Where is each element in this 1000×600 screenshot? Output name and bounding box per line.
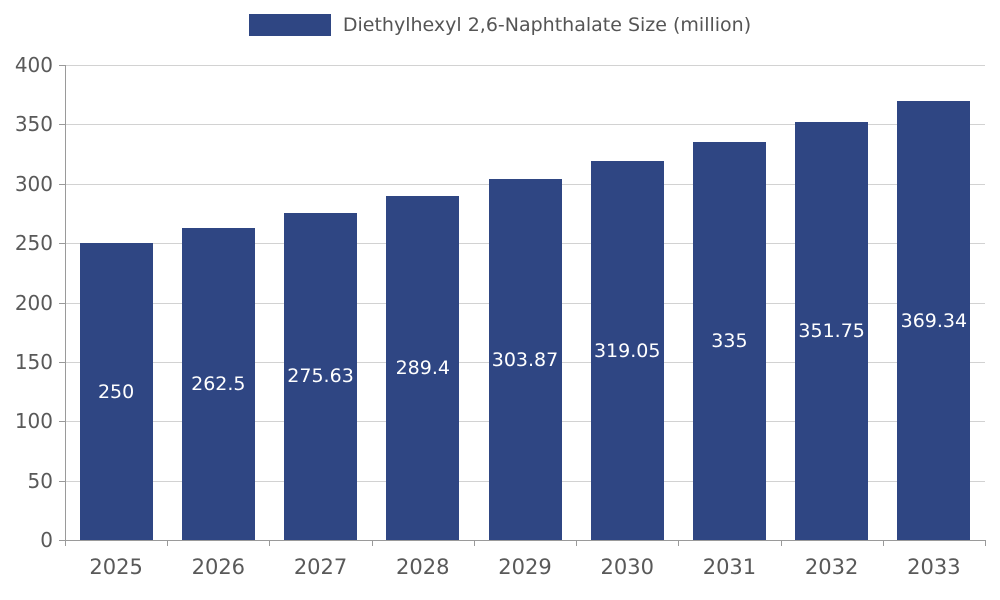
bar: [79, 243, 153, 540]
x-tick-mark: [882, 540, 884, 546]
x-tick-mark: [65, 540, 66, 546]
bar: [284, 212, 358, 540]
y-tick-mark: [59, 361, 65, 363]
y-tick-mark: [59, 302, 65, 304]
y-tick-label: 150: [14, 349, 53, 374]
bar-value-label: 262.5: [191, 373, 246, 396]
x-tick-label: 2033: [907, 555, 961, 579]
y-tick-mark: [59, 65, 65, 66]
legend-swatch: [248, 14, 331, 36]
bar: [795, 122, 869, 540]
bar: [590, 161, 664, 540]
x-tick-mark: [678, 540, 680, 546]
y-tick-mark: [59, 243, 65, 245]
x-axis-line: [65, 540, 985, 541]
y-tick-mark: [59, 183, 65, 185]
x-tick-label: 2029: [498, 555, 552, 579]
bar-value-label: 319.05: [593, 339, 661, 362]
y-tick-label: 350: [14, 112, 53, 137]
y-tick-label: 300: [14, 171, 53, 196]
y-tick-label: 100: [14, 409, 53, 434]
bar: [181, 228, 255, 540]
y-tick-label: 400: [14, 53, 53, 77]
y-tick-mark: [59, 421, 65, 423]
y-tick-label: 0: [40, 528, 53, 552]
y-tick-mark: [59, 124, 65, 126]
bar-value-label: 351.75: [798, 320, 865, 343]
bar-value-label: 303.87: [491, 348, 559, 371]
x-tick-label: 2031: [702, 555, 757, 579]
y-tick-label: 200: [14, 290, 53, 315]
bar: [386, 196, 460, 540]
x-tick-mark: [576, 540, 578, 546]
y-tick-label: 50: [27, 468, 53, 493]
x-tick-label: 2030: [600, 555, 654, 579]
x-tick-label: 2027: [293, 555, 348, 579]
gridline: [65, 65, 985, 66]
x-tick-mark: [167, 540, 169, 546]
x-tick-label: 2025: [89, 555, 143, 579]
bar-value-label: 275.63: [287, 365, 354, 388]
bar-value-label: 369.34: [900, 309, 968, 332]
bar-value-label: 250: [97, 380, 135, 403]
x-tick-label: 2026: [191, 555, 246, 579]
x-tick-label: 2028: [396, 555, 450, 579]
y-axis-line: [65, 65, 66, 540]
x-tick-mark: [473, 540, 475, 546]
y-tick-mark: [59, 480, 65, 482]
x-tick-mark: [780, 540, 782, 546]
bar-value-label: 335: [711, 330, 748, 353]
bar: [897, 101, 971, 540]
bar: [488, 179, 562, 540]
gridline: [65, 124, 985, 126]
bar: [692, 142, 766, 540]
y-tick-label: 250: [14, 231, 53, 256]
x-tick-mark: [985, 540, 986, 546]
y-tick-mark: [59, 540, 65, 541]
x-tick-label: 2032: [804, 555, 859, 579]
chart-legend: Diethylhexyl 2,6-Naphthalate Size (milli…: [0, 14, 1000, 36]
legend-label: Diethylhexyl 2,6-Naphthalate Size (milli…: [342, 14, 752, 36]
x-tick-mark: [269, 540, 271, 546]
bar-value-label: 289.4: [395, 357, 450, 380]
x-tick-mark: [371, 540, 373, 546]
